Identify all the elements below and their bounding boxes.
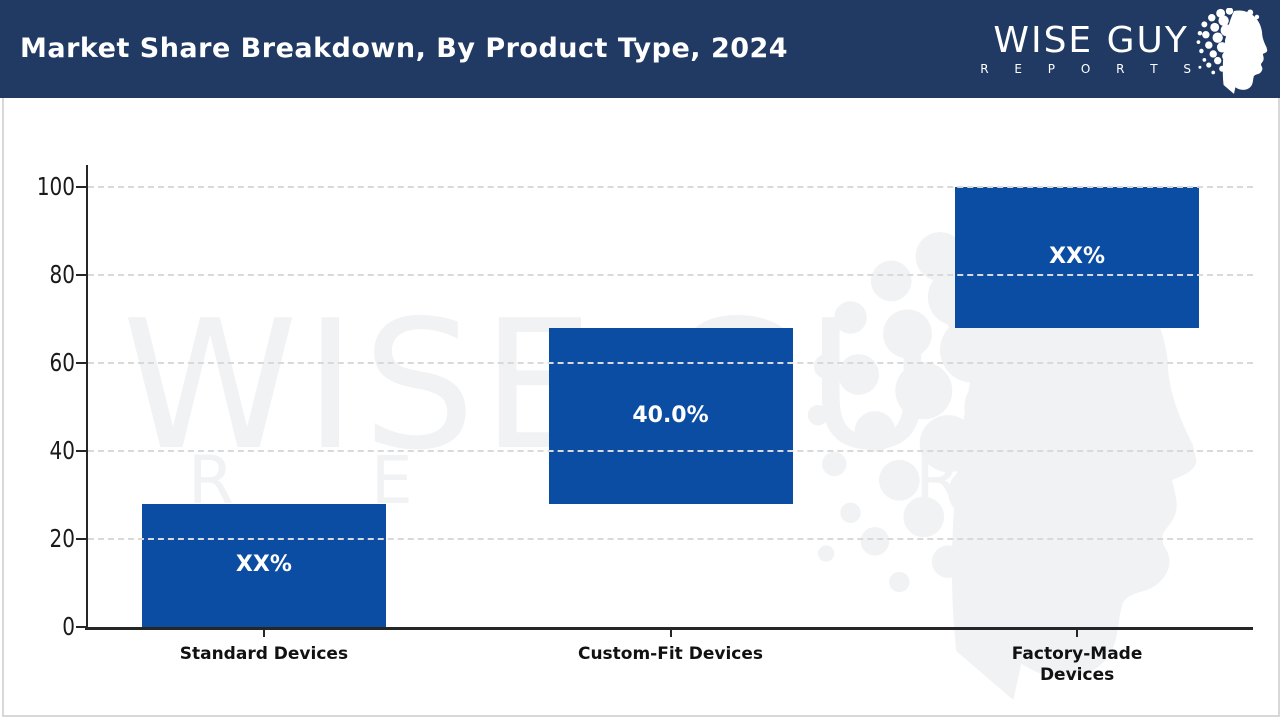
bar-value-label: 40.0% (632, 402, 709, 428)
bar-segment: XX% (955, 187, 1200, 328)
gridline-80 (88, 274, 1253, 276)
x-tick-label: Factory-Made Devices (1011, 644, 1143, 685)
logo-text: WISE GUY R E P O R T S (980, 22, 1202, 77)
gridline-100 (88, 186, 1253, 188)
x-tick-mark (1076, 628, 1079, 637)
gridline-60 (88, 362, 1253, 364)
x-tick-mark (262, 628, 265, 637)
logo-head-icon (1196, 8, 1268, 94)
y-tick-label: 100 (36, 172, 75, 201)
x-axis-spine (85, 627, 1253, 630)
logo-subtitle: R E P O R T S (980, 62, 1202, 76)
y-tick-label: 60 (49, 348, 75, 377)
y-tick-mark (76, 538, 86, 540)
y-tick-label: 40 (49, 436, 75, 465)
x-tick-mark (669, 628, 672, 637)
logo-wordmark: WISE GUY (993, 20, 1189, 61)
bar-value-label: XX% (235, 552, 292, 578)
y-tick-mark (76, 274, 86, 276)
gridline-20 (88, 538, 1253, 540)
gridline-40 (88, 450, 1253, 452)
bar-segment: 40.0% (548, 327, 793, 504)
plot-area: 0 20 40 60 80 100 XX% Standard Devices 40.0% Cust… (37, 165, 1253, 685)
y-tick-mark (76, 362, 86, 364)
x-tick-label: Standard Devices (179, 644, 349, 664)
y-tick-mark (76, 626, 86, 628)
bar-segment: XX% (141, 503, 386, 627)
x-tick-label: Custom-Fit Devices (577, 644, 764, 664)
y-tick-label: 20 (49, 524, 75, 553)
y-tick-label: 0 (62, 612, 75, 641)
wise-guy-logo: WISE GUY R E P O R T S (980, 6, 1268, 94)
header-band: Market Share Breakdown, By Product Type,… (0, 0, 1280, 98)
chart-title: Market Share Breakdown, By Product Type,… (20, 33, 789, 64)
y-tick-mark (76, 186, 86, 188)
y-tick-mark (76, 450, 86, 452)
y-tick-label: 80 (49, 260, 75, 289)
y-axis-spine (86, 165, 88, 629)
bar-value-label: XX% (1049, 244, 1106, 270)
